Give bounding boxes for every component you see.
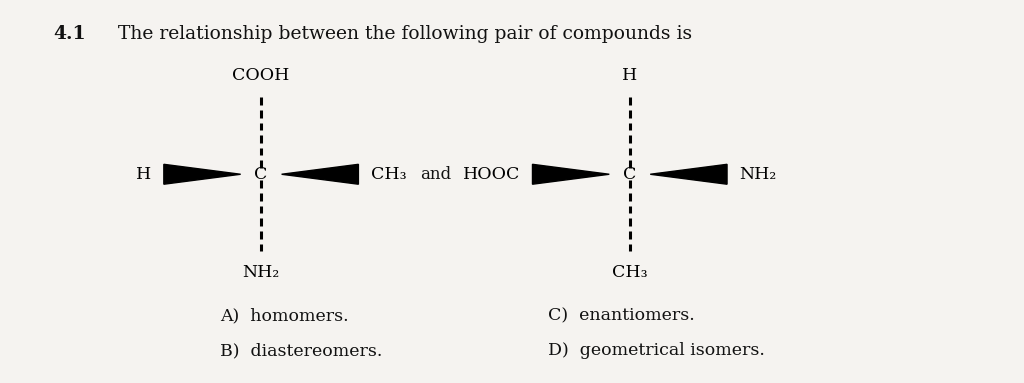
Text: COOH: COOH: [232, 67, 290, 84]
Text: A)  homomers.: A) homomers.: [220, 308, 349, 324]
Text: 4.1: 4.1: [53, 25, 86, 43]
Polygon shape: [164, 164, 241, 184]
Text: CH₃: CH₃: [371, 166, 407, 183]
Text: HOOC: HOOC: [463, 166, 520, 183]
Text: H: H: [136, 166, 152, 183]
Text: B)  diastereomers.: B) diastereomers.: [220, 342, 383, 359]
Polygon shape: [650, 164, 727, 184]
Text: H: H: [623, 67, 637, 84]
Text: NH₂: NH₂: [243, 264, 280, 281]
Text: The relationship between the following pair of compounds is: The relationship between the following p…: [118, 25, 692, 43]
Polygon shape: [282, 164, 358, 184]
Text: C: C: [623, 166, 637, 183]
Text: C: C: [254, 166, 268, 183]
Text: CH₃: CH₃: [612, 264, 647, 281]
Polygon shape: [532, 164, 609, 184]
Text: NH₂: NH₂: [739, 166, 776, 183]
Text: C)  enantiomers.: C) enantiomers.: [548, 308, 694, 324]
Text: D)  geometrical isomers.: D) geometrical isomers.: [548, 342, 765, 359]
Text: and: and: [420, 166, 451, 183]
